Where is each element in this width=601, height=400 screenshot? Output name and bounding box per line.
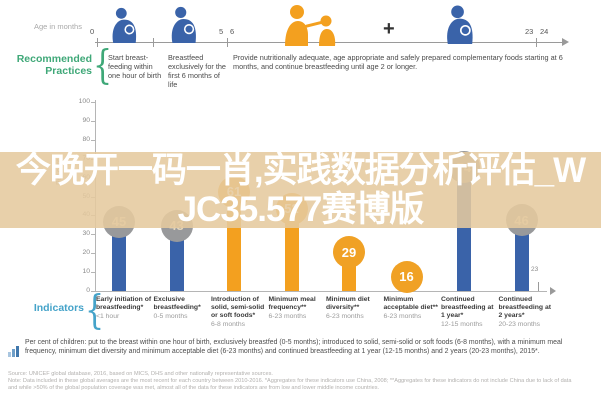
x-axis [95,291,547,292]
indicator-age-range: <1 hour [96,313,120,320]
indicator-column: Minimum diet diversity** 6-23 months [326,296,382,321]
indicator-column: Introduction of solid, semi-solid or sof… [211,296,267,329]
y-axis-tick-mark [91,272,95,274]
y-axis-tick-mark [91,234,95,236]
indicator-name: Minimum meal frequency** [268,296,316,311]
indicator-age-range: 6-23 months [383,313,422,320]
overlay-ad-line1: 今晚开一码一肖,实践数据分析评估_W [15,151,586,190]
y-axis-tick-mark [91,102,95,103]
y-axis-tick-label: 20 [82,249,90,257]
bar-chart-icon [8,339,20,357]
indicators-brace: { [85,286,105,335]
indicator-age-range: 6-23 months [326,313,364,320]
bar-value-circle: 16 [390,260,423,293]
breastfeeding-icon [440,5,479,49]
overlay-ad-banner[interactable]: 今晚开一码一肖,实践数据分析评估_W JC35.577赛博版 [0,151,601,229]
x-axis-end-tick [538,282,539,291]
bar-stem [514,220,529,291]
y-axis-tick-mark [91,291,95,292]
source-line: Source: UNICEF global database, 2016, ba… [8,371,273,377]
indicator-age-range: 6-23 months [268,313,307,320]
timeline-tick [536,38,537,47]
indicator-column: Continued breastfeeding at 1 year* 12-15 … [441,296,497,329]
indicator-age-range: 0-5 months [153,313,188,320]
indicator-column: Continued breastfeeding at 2 years* 20-23… [499,296,555,329]
indicator-name: Early initiation of breastfeeding* [96,296,152,311]
age-in-months-label: Age in months [34,22,82,31]
y-axis-tick-label: 90 [82,116,90,124]
plus-sign: + [383,18,395,40]
indicator-name: Minimum acceptable diet** [383,296,438,311]
indicator-column: Minimum acceptable diet** 6-23 months [384,296,440,321]
indicator-name: Continued breastfeeding at 2 years* [498,296,552,319]
indicator-name: Minimum diet diversity** [326,296,370,311]
y-axis-tick-mark [91,120,95,122]
timeline-tick [227,38,228,47]
indicator-age-range: 20-23 months [498,321,541,328]
indicator-age-range: 6-8 months [211,321,246,328]
timeline-tick [97,38,98,47]
breastfeeding-icon [106,7,142,48]
bar-value-circle: 29 [333,236,365,269]
timeline-arrow-icon [562,38,569,46]
source-note: Source: UNICEF global database, 2016, ba… [8,371,596,392]
source-line: Note: Data included in these global aver… [8,378,572,384]
timeline-tick-label: 0 [90,27,95,36]
indicator-column: Exclusive breastfeeding* 0-5 months [154,296,210,321]
indicator-name: Continued breastfeeding at 1 year* [441,296,494,319]
y-axis-tick-label: 80 [82,135,90,143]
x-axis-arrow-icon [550,287,556,295]
y-axis-tick-label: 0 [86,287,90,294]
source-line: and while >50% of the global population … [8,385,380,391]
y-axis-tick-label: 10 [82,268,90,276]
bar-stem [169,225,184,291]
y-axis-tick-label: 100 [78,98,90,105]
indicator-name: Introduction of solid, semi-solid or sof… [211,296,265,319]
recommended-practices-label: Recommended Practices [16,53,92,77]
indicator-column: Early initiation of breastfeeding* <1 hou… [96,296,152,321]
indicator-column: Minimum meal frequency** 6-23 months [269,296,325,321]
timeline-tick-label: 23 [525,27,534,36]
complementary-feeding-icon [283,4,339,51]
indicator-name: Exclusive breastfeeding* [153,296,201,311]
recommended-item: Start breast-feeding within one hour of … [108,53,162,80]
footnote-text: Per cent of children: put to the breast … [25,339,563,355]
timeline-tick-label: 6 [230,27,235,36]
recommended-item: Provide nutritionally adequate, age appr… [233,53,563,71]
bar-stem [112,221,126,291]
recommended-brace: { [93,41,113,90]
breastfeeding-icon [165,6,202,48]
y-axis-tick-label: 30 [82,230,90,238]
timeline-tick [153,38,154,47]
y-axis-tick-mark [91,139,95,141]
indicator-age-range: 12-15 months [441,321,483,328]
recommended-item: Breastfeed exclusively for the first 6 m… [168,53,226,89]
bar-stem [284,208,299,291]
y-axis-tick-mark [91,253,95,255]
indicators-label: Indicators [33,302,84,314]
x-axis-end-label: 23 [531,266,539,273]
timeline-tick-label: 24 [540,27,549,36]
overlay-ad-line2: JC35.577赛博版 [177,190,425,229]
timeline-tick-label: 5 [219,27,224,36]
